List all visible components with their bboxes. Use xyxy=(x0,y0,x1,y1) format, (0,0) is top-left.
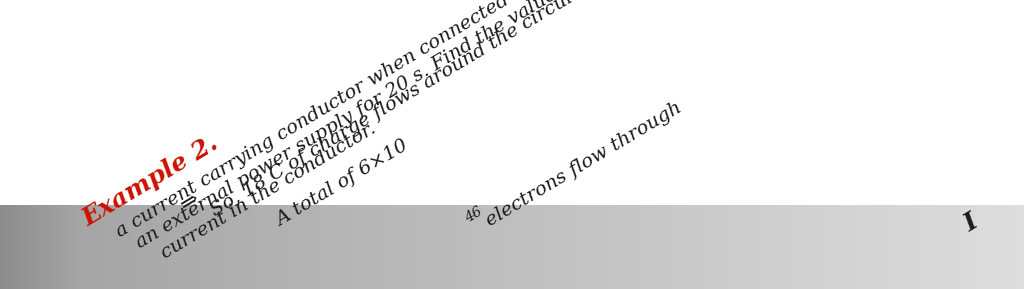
Text: a current carrying conductor when connected through: a current carrying conductor when connec… xyxy=(113,0,586,242)
Text: current in the conductor.: current in the conductor. xyxy=(158,120,379,262)
Text: So, 18 C of charge flows around the circuit.: So, 18 C of charge flows around the circ… xyxy=(208,0,588,220)
Text: Example 2.: Example 2. xyxy=(78,131,223,231)
Text: an external power supply for 20 s. Find the value of: an external power supply for 20 s. Find … xyxy=(133,0,582,252)
Text: 46: 46 xyxy=(462,204,484,225)
Text: A total of 6×10: A total of 6×10 xyxy=(272,137,412,230)
Text: I: I xyxy=(961,210,983,236)
Text: electrons flow through: electrons flow through xyxy=(482,99,685,230)
Text: ⇒: ⇒ xyxy=(176,188,204,216)
